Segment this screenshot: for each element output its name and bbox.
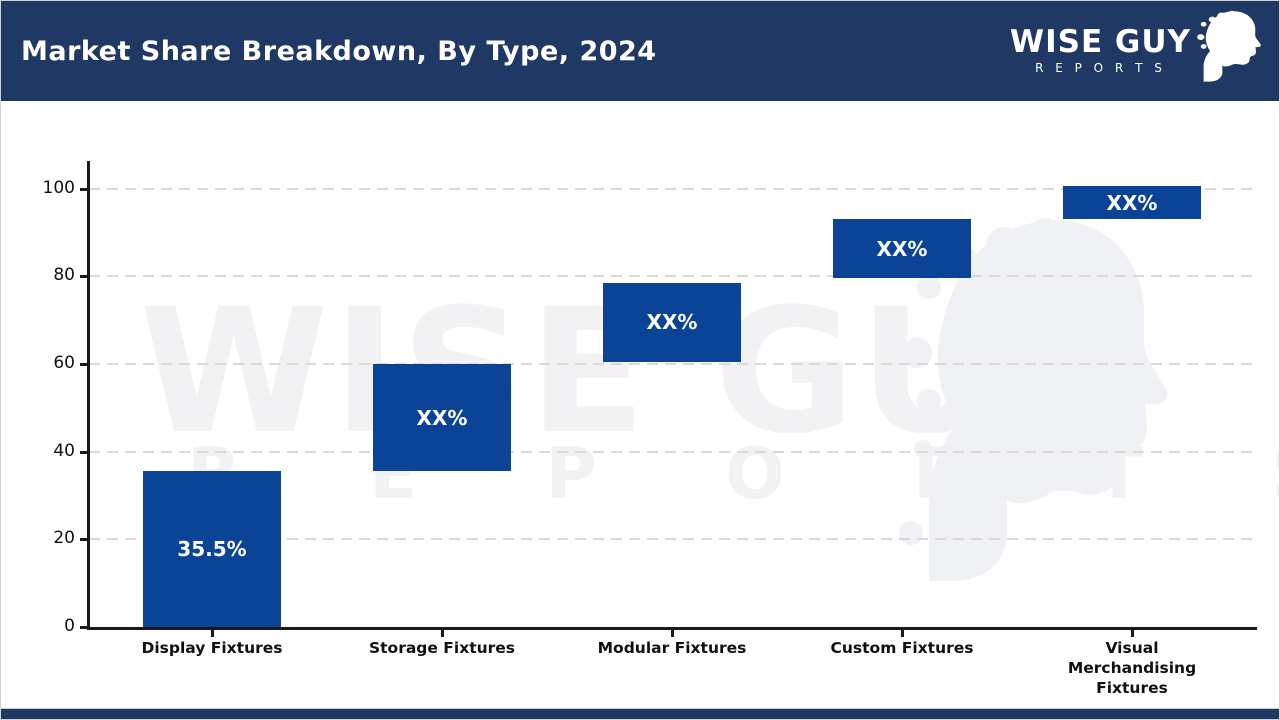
bar-value-label: XX% [1106,190,1158,215]
y-tick-label-100: 100 [42,177,75,198]
y-tick-40 [80,450,89,454]
brand-name: WISE GUY [1009,24,1191,61]
category-label-visual-merchandising-fixtures: Visual Merchandising Fixtures [1067,639,1197,698]
bar-value-label: XX% [876,236,928,261]
bar-modular-fixtures: XX% [603,282,741,362]
bar-value-label: XX% [646,310,698,335]
y-tick-0 [80,626,89,629]
bar-value-label: 35.5% [177,537,247,562]
y-tick-80 [80,275,89,279]
y-tick-label-0: 0 [64,616,75,636]
footer-bar [1,708,1279,719]
y-tick-20 [80,538,89,542]
bar-value-label: XX% [416,405,468,430]
header-bar: Market Share Breakdown, By Type, 2024 WI… [1,1,1279,101]
x-tick-display-fixtures [211,629,214,637]
bar-display-fixtures: 35.5% [143,471,281,627]
brand-head-icon [1197,10,1261,82]
y-tick-label-20: 20 [53,528,75,549]
category-label-custom-fixtures: Custom Fixtures [830,639,974,657]
gridline-40 [89,450,1257,453]
watermark-head-icon [899,218,1168,581]
x-tick-custom-fixtures [901,629,904,637]
category-label-storage-fixtures: Storage Fixtures [368,639,516,657]
y-tick-label-60: 60 [53,352,75,373]
category-label-modular-fixtures: Modular Fixtures [597,639,747,657]
y-axis-line [87,161,90,630]
x-tick-visual-merchandising-fixtures [1131,629,1134,637]
gridline-60 [89,362,1257,365]
brand-tagline: R E P O R T S [1035,60,1166,75]
y-tick-label-80: 80 [53,265,75,286]
gridline-20 [89,538,1257,541]
bar-custom-fixtures: XX% [833,219,971,279]
y-tick-100 [80,187,89,191]
bar-visual-merchandising-fixtures: XX% [1063,186,1201,220]
category-label-display-fixtures: Display Fixtures [141,639,283,657]
y-tick-label-40: 40 [53,440,75,461]
x-tick-storage-fixtures [441,629,444,637]
bar-storage-fixtures: XX% [373,363,511,472]
page-title: Market Share Breakdown, By Type, 2024 [21,35,657,67]
brand-logo: WISE GUY R E P O R T S [1010,9,1267,91]
y-tick-60 [80,362,89,366]
x-tick-modular-fixtures [671,629,674,637]
gridline-80 [89,275,1257,278]
x-axis-line [87,627,1257,630]
gridline-100 [89,187,1257,190]
